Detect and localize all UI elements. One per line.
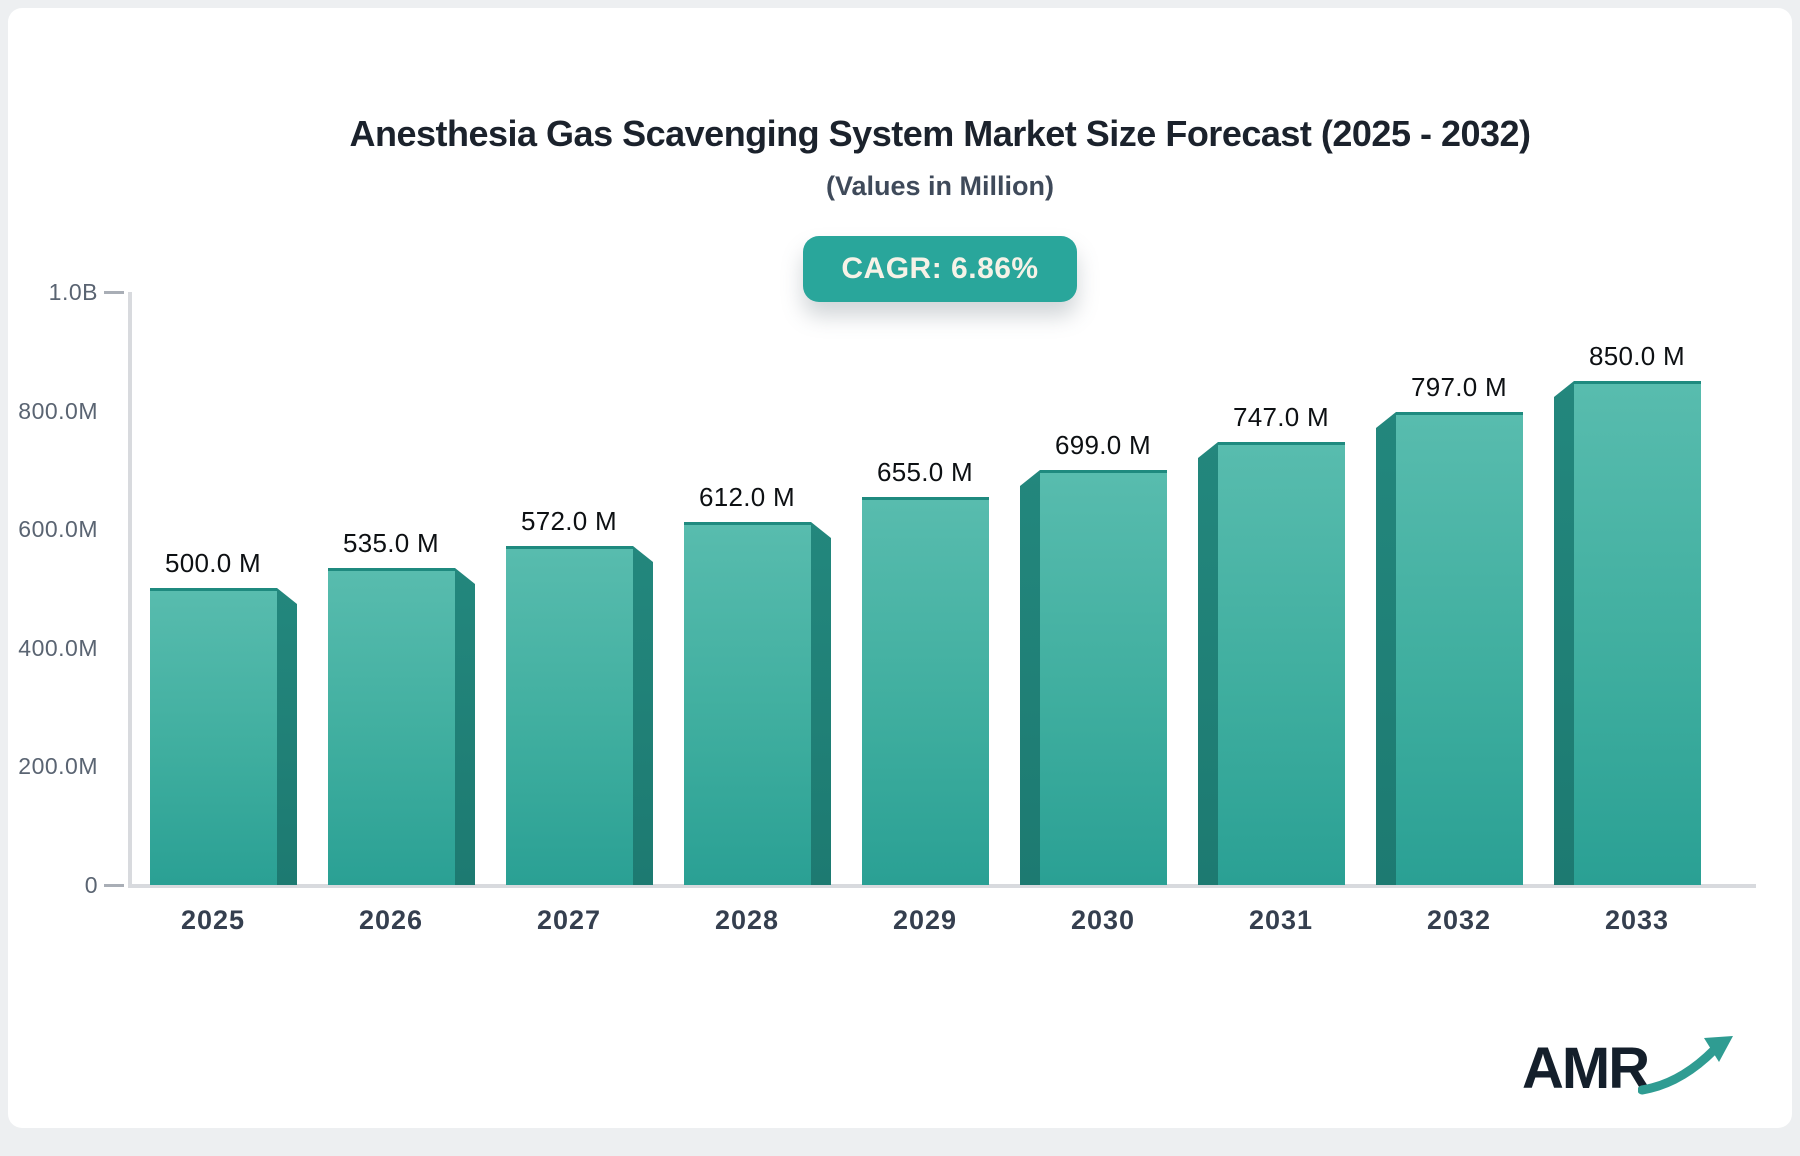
y-tick-label: 0 xyxy=(84,872,98,898)
bar-2033 xyxy=(1574,381,1701,885)
bar-side-2025 xyxy=(277,588,297,885)
bar-value-label: 747.0 M xyxy=(1232,402,1330,432)
bar-2026 xyxy=(328,568,455,885)
x-axis-line xyxy=(128,884,1756,888)
bar-side-2026 xyxy=(455,568,475,885)
bar-value-label: 655.0 M xyxy=(876,457,974,487)
y-tick-dash xyxy=(104,291,124,294)
chart-subtitle: (Values in Million) xyxy=(825,171,1055,201)
x-tick-label-2027: 2027 xyxy=(536,905,602,935)
bar-value-label: 797.0 M xyxy=(1410,372,1508,402)
x-tick-label-2032: 2032 xyxy=(1426,905,1492,935)
bar-2025 xyxy=(150,588,277,885)
bar-2028 xyxy=(684,522,811,885)
y-tick-label: 600.0M xyxy=(18,516,98,543)
bar-side-2027 xyxy=(633,546,653,885)
x-tick-label-2031: 2031 xyxy=(1248,905,1314,935)
bar-2032 xyxy=(1396,412,1523,885)
bar-value-label: 699.0 M xyxy=(1054,430,1152,460)
bar-side-2030 xyxy=(1020,470,1040,885)
bar-2029 xyxy=(862,497,989,885)
bar-value-label: 535.0 M xyxy=(342,528,440,558)
y-tick-label: 1.0B xyxy=(48,279,98,305)
x-tick-label-2025: 2025 xyxy=(180,905,246,935)
bar-value-label: 500.0 M xyxy=(164,548,262,578)
brand-logo: AMR xyxy=(1522,1026,1738,1100)
bar-2027 xyxy=(506,546,633,885)
y-tick-label: 200.0M xyxy=(18,753,98,780)
bar-value-label: 572.0 M xyxy=(520,506,618,536)
chart-title: Anesthesia Gas Scavenging System Market … xyxy=(349,113,1531,154)
chart-header: Anesthesia Gas Scavenging System Market … xyxy=(130,0,1750,302)
x-tick-label-2026: 2026 xyxy=(358,905,424,935)
bar-side-2033 xyxy=(1554,381,1574,885)
x-tick-label-2033: 2033 xyxy=(1604,905,1670,935)
y-tick-label: 800.0M xyxy=(18,397,98,424)
bar-side-2028 xyxy=(811,522,831,885)
x-tick-label-2028: 2028 xyxy=(714,905,780,935)
bar-2030 xyxy=(1040,470,1167,885)
growth-arrow-icon xyxy=(1638,1036,1734,1095)
cagr-badge: CAGR: 6.86% xyxy=(803,236,1077,302)
bar-value-label: 612.0 M xyxy=(698,482,796,512)
y-tick-label: 400.0M xyxy=(18,634,98,661)
bar-side-2031 xyxy=(1198,442,1218,885)
bar-2031 xyxy=(1218,442,1345,885)
brand-logo-text: AMR xyxy=(1522,1036,1650,1101)
y-axis-line xyxy=(128,292,132,888)
x-tick-label-2029: 2029 xyxy=(892,905,958,935)
x-tick-label-2030: 2030 xyxy=(1070,905,1136,935)
bar-value-label: 850.0 M xyxy=(1588,341,1686,371)
bar-side-2032 xyxy=(1376,412,1396,885)
y-tick-dash xyxy=(104,884,124,887)
